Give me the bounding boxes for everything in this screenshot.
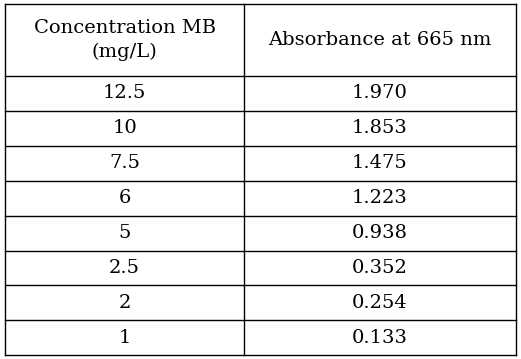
Text: 1.475: 1.475 bbox=[352, 154, 408, 172]
Text: 0.938: 0.938 bbox=[352, 224, 408, 242]
Text: 12.5: 12.5 bbox=[103, 84, 146, 102]
Text: 0.352: 0.352 bbox=[352, 259, 408, 277]
Text: Absorbance at 665 nm: Absorbance at 665 nm bbox=[268, 31, 492, 49]
Text: 1.853: 1.853 bbox=[352, 119, 408, 137]
Text: 6: 6 bbox=[118, 189, 131, 207]
Text: 0.133: 0.133 bbox=[352, 329, 408, 347]
Text: 7.5: 7.5 bbox=[109, 154, 140, 172]
Text: 0.254: 0.254 bbox=[352, 294, 408, 312]
Text: 2: 2 bbox=[118, 294, 131, 312]
Text: 10: 10 bbox=[113, 119, 137, 137]
Text: 1.223: 1.223 bbox=[352, 189, 408, 207]
Text: 1.970: 1.970 bbox=[352, 84, 408, 102]
Text: 1: 1 bbox=[118, 329, 131, 347]
Text: 5: 5 bbox=[118, 224, 131, 242]
Text: 2.5: 2.5 bbox=[109, 259, 140, 277]
Text: Concentration MB
(mg/L): Concentration MB (mg/L) bbox=[34, 19, 216, 61]
